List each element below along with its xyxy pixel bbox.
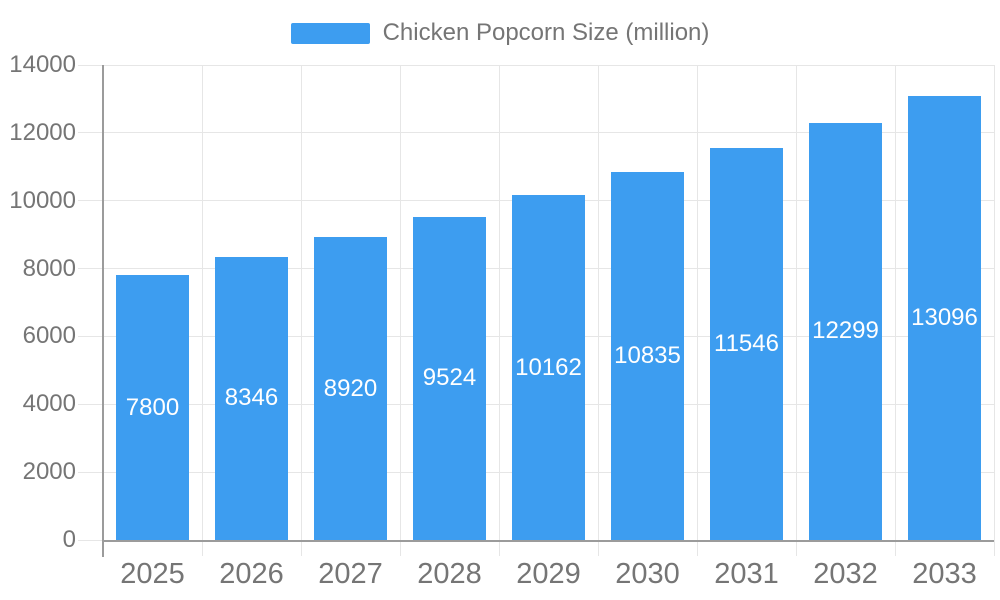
v-gridline <box>696 65 698 540</box>
bar-value-label: 7800 <box>125 393 180 421</box>
x-tick <box>795 540 797 556</box>
v-gridline <box>894 65 896 540</box>
x-tick <box>498 540 500 556</box>
y-tick <box>78 200 103 202</box>
v-gridline <box>993 65 995 540</box>
x-axis-label: 2031 <box>714 558 779 590</box>
x-tick <box>597 540 599 556</box>
v-gridline <box>201 65 203 540</box>
bar[interactable]: 9524 <box>413 216 486 540</box>
y-tick <box>78 403 103 405</box>
bar[interactable]: 8346 <box>215 256 288 540</box>
x-axis-label: 2029 <box>516 558 581 590</box>
bar[interactable]: 10162 <box>512 195 585 540</box>
bar-value-label: 13096 <box>911 303 978 331</box>
bar-value-label: 12299 <box>812 317 879 345</box>
bar[interactable]: 7800 <box>116 275 189 540</box>
h-gridline <box>103 64 994 66</box>
x-axis-label: 2032 <box>813 558 878 590</box>
y-tick <box>78 268 103 270</box>
y-axis-label: 4000 <box>22 390 76 418</box>
x-tick <box>399 540 401 556</box>
x-axis-label: 2025 <box>120 558 185 590</box>
bar-value-label: 8920 <box>323 374 378 402</box>
legend-label: Chicken Popcorn Size (million) <box>382 19 710 46</box>
x-axis-label: 2028 <box>417 558 482 590</box>
bar[interactable]: 8920 <box>314 237 387 540</box>
y-axis-line <box>102 65 104 557</box>
y-tick <box>78 471 103 473</box>
x-tick <box>894 540 896 556</box>
v-gridline <box>300 65 302 540</box>
bar-value-label: 9524 <box>422 364 477 392</box>
v-gridline <box>498 65 500 540</box>
h-gridline <box>103 132 994 134</box>
legend-swatch-icon <box>290 22 370 44</box>
v-gridline <box>597 65 599 540</box>
bar-value-label: 10835 <box>614 342 681 370</box>
y-tick <box>78 132 103 134</box>
bar-value-label: 8346 <box>224 384 279 412</box>
bar-value-label: 10162 <box>515 353 582 381</box>
x-axis-label: 2026 <box>219 558 284 590</box>
x-axis-label: 2027 <box>318 558 383 590</box>
x-axis-line <box>103 540 994 542</box>
bar[interactable]: 10835 <box>611 172 684 540</box>
y-tick <box>78 335 103 337</box>
y-axis-label: 12000 <box>9 118 76 146</box>
v-gridline <box>795 65 797 540</box>
bar[interactable]: 11546 <box>710 148 783 540</box>
y-axis-label: 8000 <box>22 254 76 282</box>
y-axis-label: 10000 <box>9 186 76 214</box>
bar[interactable]: 12299 <box>809 122 882 540</box>
y-axis-label: 0 <box>62 526 76 553</box>
y-axis-label: 14000 <box>9 51 76 78</box>
legend[interactable]: Chicken Popcorn Size (million) <box>0 21 1000 45</box>
y-axis-label: 6000 <box>22 322 76 350</box>
x-tick <box>993 540 995 556</box>
x-tick <box>201 540 203 556</box>
y-axis-label: 2000 <box>22 458 76 486</box>
x-tick <box>300 540 302 556</box>
v-gridline <box>399 65 401 540</box>
x-axis-label: 2030 <box>615 558 680 590</box>
y-tick <box>78 539 103 541</box>
bar-value-label: 11546 <box>714 330 779 358</box>
x-tick <box>696 540 698 556</box>
bar[interactable]: 13096 <box>908 95 981 540</box>
y-tick <box>78 64 103 66</box>
x-axis-label: 2033 <box>912 558 977 590</box>
